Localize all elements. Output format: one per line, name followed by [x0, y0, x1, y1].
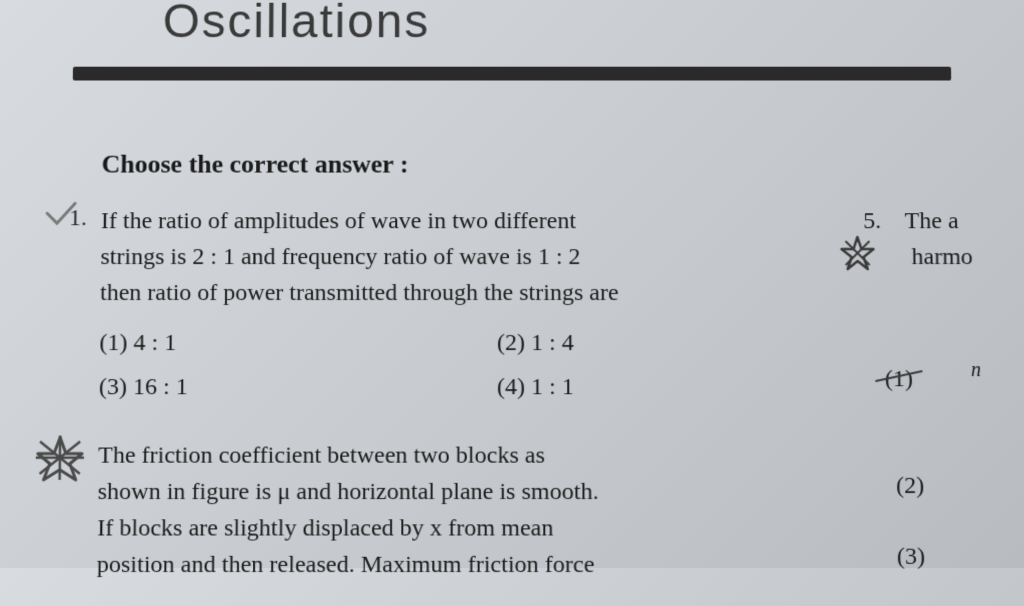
question-1: 1. If the ratio of amplitudes of wave in… — [38, 203, 986, 427]
q1-line2: strings is 2 : 1 and frequency ratio of … — [100, 239, 854, 275]
q2-line1: The friction coefficient between two blo… — [98, 437, 856, 473]
q1-options: (1) 4 : 1 (2) 1 : 4 (3) 16 : 1 (4) 1 : 1 — [99, 325, 855, 405]
handwritten-star-icon — [835, 231, 879, 275]
q2-line2: shown in figure is μ and horizontal plan… — [97, 474, 856, 510]
q1-option-1: (1) 4 : 1 — [99, 325, 457, 361]
q1-line3: then ratio of power transmitted through … — [100, 275, 854, 311]
q1-option-3: (3) 16 : 1 — [99, 369, 457, 405]
q2-line4: position and then released. Maximum fric… — [97, 547, 857, 584]
q5-line2: harmo — [911, 239, 983, 275]
q5-line1: The a — [905, 208, 959, 234]
right-option-3: (3) — [897, 539, 988, 576]
checkmark-icon — [43, 199, 79, 229]
scribble-star-icon — [31, 433, 88, 481]
question-2: The friction coefficient between two blo… — [36, 437, 988, 605]
header-divider — [73, 67, 951, 81]
q1-option-2: (2) 1 : 4 — [497, 325, 855, 361]
section-heading: Choose the correct answer : — [101, 150, 982, 180]
q1-line1: If the ratio of amplitudes of wave in tw… — [101, 203, 854, 239]
right-option-2: (2) — [896, 468, 987, 504]
page-title-partial: Oscillations — [163, 0, 981, 49]
q1-option-4: (4) 1 : 1 — [497, 369, 855, 405]
q2-line3: If blocks are slightly displaced by x fr… — [97, 510, 856, 546]
right-option-1-sup: n — [971, 355, 981, 385]
